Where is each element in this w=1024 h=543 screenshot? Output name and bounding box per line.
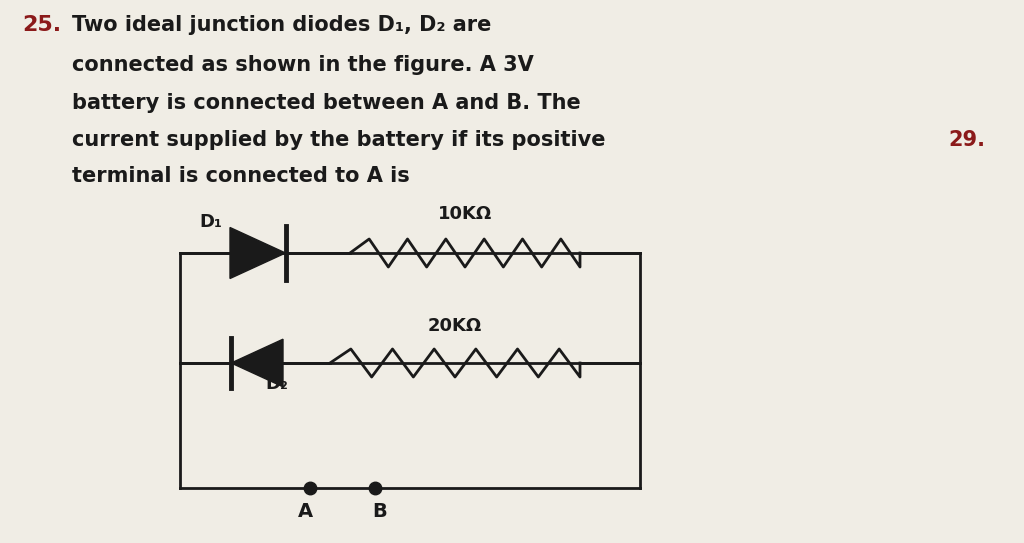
Text: 10KΩ: 10KΩ [438,205,493,223]
Text: current supplied by the battery if its positive: current supplied by the battery if its p… [72,130,605,150]
Text: A: A [297,502,312,521]
Text: 20KΩ: 20KΩ [428,317,482,335]
Polygon shape [230,228,286,279]
Text: 25.: 25. [22,15,61,35]
Text: Two ideal junction diodes D₁, D₂ are: Two ideal junction diodes D₁, D₂ are [72,15,492,35]
Text: D₁: D₁ [199,213,222,231]
Text: D₂: D₂ [265,375,288,393]
Text: connected as shown in the figure. A 3V: connected as shown in the figure. A 3V [72,55,534,75]
Text: terminal is connected to A is: terminal is connected to A is [72,166,410,186]
Text: B: B [373,502,387,521]
Polygon shape [231,339,283,387]
Text: battery is connected between A and B. The: battery is connected between A and B. Th… [72,93,581,113]
Text: 29.: 29. [948,130,985,150]
